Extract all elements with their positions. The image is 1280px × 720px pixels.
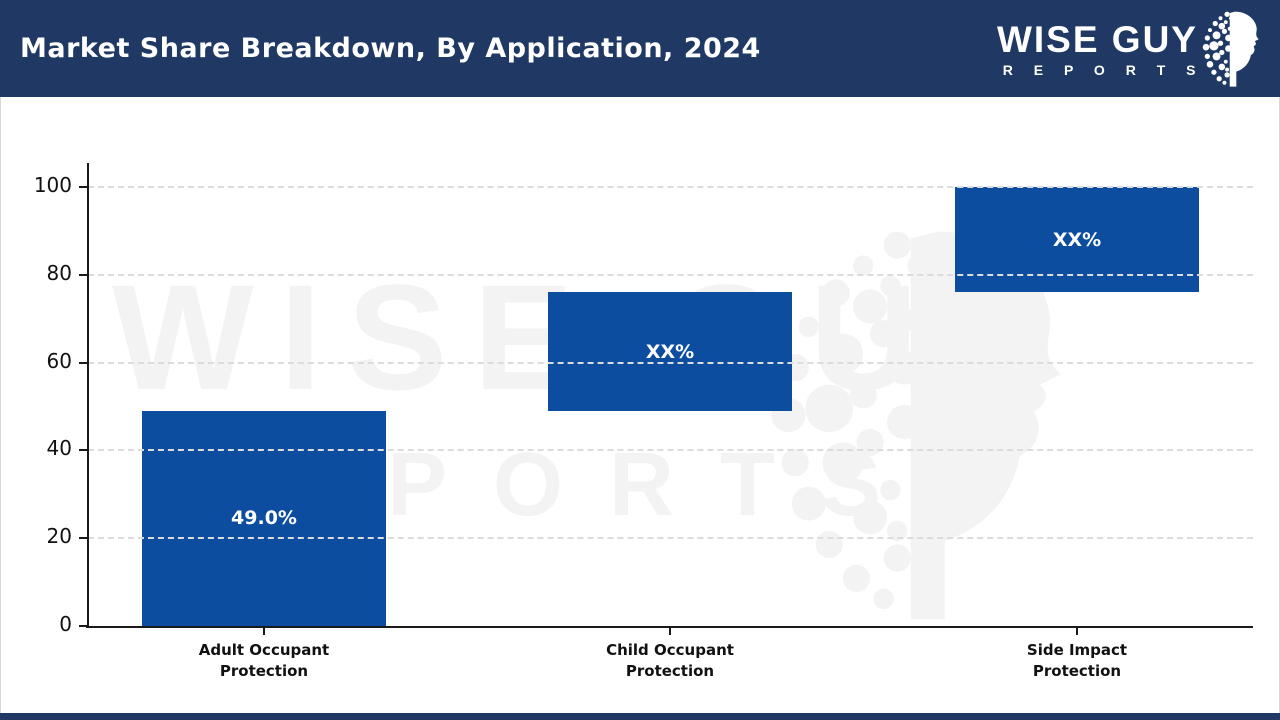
y-axis-tick-label: 20 [46,524,72,549]
category-line: Protection [1032,662,1122,680]
x-axis-line [86,626,1253,628]
bar-segment: XX% [955,187,1199,293]
x-axis-tick-mark [263,628,265,635]
y-axis-tick-label: 0 [59,612,72,636]
brand-logo: WISE GUY R E P O R T S [997,9,1268,88]
header-bar: Market Share Breakdown, By Application, … [0,0,1280,97]
gridline [88,449,1253,452]
y-axis-tick-label: 60 [46,348,72,373]
y-axis-tick-mark [79,361,88,364]
y-axis-line [87,163,89,628]
x-axis-category-label: Adult Occupant Protection [114,640,414,682]
y-axis-tick-mark [79,449,88,452]
category-line: Protection [219,662,309,680]
x-axis-tick-mark [1076,628,1078,635]
bar-value-label: 49.0% [231,507,297,530]
bar-segment: 49.0% [142,410,386,626]
x-axis-category-label: Child Occupant Protection [520,640,820,682]
gridline [88,273,1253,276]
plot-area: 49.0% XX% XX% 0 20 40 60 80 100 Adult Occupant Pro… [0,97,1280,713]
category-line: Child Occupant [606,641,734,659]
category-line: Adult Occupant [198,641,330,659]
brand-face-icon [1202,9,1268,88]
x-axis-category-label: Side Impact Protection [927,640,1227,682]
gridline [88,186,1253,188]
bar-segment: XX% [548,292,792,411]
footer-bar [0,713,1280,720]
bar-value-label: XX% [645,340,695,363]
x-axis-tick-mark [669,628,671,635]
bar-value-label: XX% [1052,228,1102,251]
gridline [88,537,1253,540]
y-axis-tick-label: 100 [33,173,72,197]
brand-subtitle: R E P O R T S [1002,61,1204,78]
y-axis-tick-label: 40 [46,436,72,461]
y-axis-tick-mark [79,537,88,540]
brand-text: WISE GUY R E P O R T S [997,21,1198,77]
y-axis-tick-mark [79,273,88,276]
y-axis-tick-mark [79,625,88,627]
y-axis-tick-label: 80 [46,260,72,285]
category-line: Protection [625,662,715,680]
y-axis-tick-mark [79,186,88,188]
brand-name: WISE GUY [996,18,1198,60]
gridline [88,361,1253,364]
page-title: Market Share Breakdown, By Application, … [20,33,761,64]
category-line: Side Impact [1026,641,1128,659]
